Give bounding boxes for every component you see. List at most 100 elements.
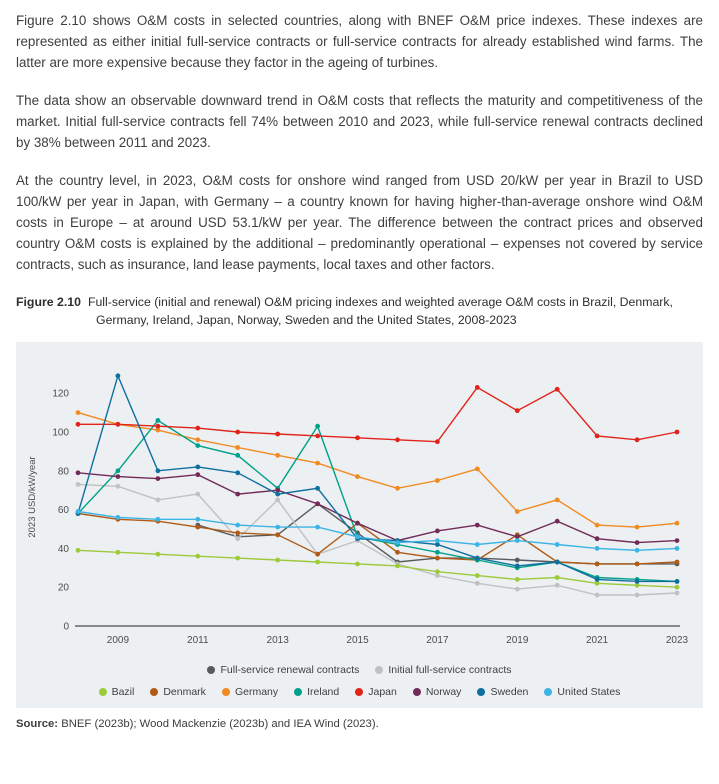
series-marker-brazil bbox=[474, 573, 480, 579]
legend-label: Ireland bbox=[307, 686, 340, 699]
series-marker-japan bbox=[634, 437, 640, 443]
series-marker-denmark bbox=[594, 561, 600, 567]
series-marker-full-service-renewal-contracts bbox=[514, 557, 520, 563]
x-tick-label: 2013 bbox=[267, 635, 290, 646]
series-marker-initial-full-service-contracts bbox=[115, 484, 121, 490]
series-marker-japan bbox=[315, 433, 320, 439]
legend-label: Japan bbox=[368, 686, 397, 699]
source-text: BNEF (2023b); Wood Mackenzie (2023b) and… bbox=[61, 718, 379, 731]
series-marker-initial-full-service-contracts bbox=[195, 492, 201, 497]
series-line-sweden bbox=[77, 374, 677, 583]
series-marker-united-states bbox=[75, 509, 81, 515]
series-marker-ireland bbox=[155, 418, 161, 424]
series-marker-united-states bbox=[674, 546, 680, 552]
series-marker-sweden bbox=[275, 492, 281, 497]
series-marker-united-states bbox=[115, 515, 121, 521]
legend-dot-icon bbox=[150, 688, 159, 697]
x-tick-label: 2009 bbox=[107, 635, 130, 646]
x-tick-label: 2017 bbox=[426, 635, 449, 646]
series-line-ireland bbox=[77, 419, 678, 583]
legend-label: Germany bbox=[234, 686, 279, 699]
series-marker-germany bbox=[474, 466, 480, 472]
series-marker-germany bbox=[155, 428, 161, 433]
chart-panel: 0 20 40 60 80 100 120 2009 2011 2013 2015 2017 2019 2… bbox=[16, 342, 703, 709]
series-marker-ireland bbox=[115, 468, 121, 474]
series-marker-united-states bbox=[554, 542, 560, 548]
series-marker-japan bbox=[275, 431, 281, 437]
body-paragraph-1: Figure 2.10 shows O&M costs in selected … bbox=[16, 13, 703, 71]
series-marker-brazil bbox=[634, 583, 640, 589]
legend-label: United States bbox=[557, 686, 621, 699]
series-marker-initial-full-service-contracts bbox=[235, 536, 241, 542]
series-marker-japan bbox=[674, 429, 680, 435]
series-marker-brazil bbox=[395, 563, 400, 569]
series-marker-japan bbox=[594, 433, 600, 439]
series-line-norway bbox=[77, 472, 678, 544]
om-costs-line-chart: 0 20 40 60 80 100 120 2009 2011 2013 2015 2017 2019 2… bbox=[27, 373, 689, 646]
legend-item-initial-full-service-contracts: Initial full-service contracts bbox=[375, 664, 512, 676]
legend-dot-icon bbox=[375, 666, 384, 675]
source-line: Source: BNEF (2023b); Wood Mackenzie (20… bbox=[16, 718, 703, 730]
series-marker-germany bbox=[594, 523, 600, 528]
series-marker-initial-full-service-contracts bbox=[75, 482, 81, 488]
series-marker-brazil bbox=[674, 585, 680, 590]
legend-item-sweden: Sweden bbox=[477, 686, 528, 698]
series-marker-united-states bbox=[435, 538, 440, 544]
y-tick-label: 80 bbox=[58, 467, 70, 478]
series-marker-brazil bbox=[195, 554, 201, 559]
legend-dot-icon bbox=[221, 688, 230, 697]
series-marker-brazil bbox=[594, 581, 600, 587]
legend-label: Denmark bbox=[163, 686, 206, 699]
series-marker-united-states bbox=[355, 534, 360, 540]
series-marker-denmark bbox=[195, 525, 201, 530]
series-line-brazil bbox=[77, 549, 678, 589]
series-marker-initial-full-service-contracts bbox=[155, 497, 161, 503]
y-tick-label: 20 bbox=[58, 583, 70, 594]
series-marker-norway bbox=[235, 492, 241, 497]
series-marker-japan bbox=[554, 387, 560, 393]
series-marker-japan bbox=[474, 385, 480, 391]
series-marker-sweden bbox=[195, 464, 201, 470]
y-axis-label: 2023 USD/kW/year bbox=[27, 457, 38, 538]
series-marker-norway bbox=[195, 472, 201, 478]
legend-dot-icon bbox=[98, 688, 107, 697]
x-tick-label: 2021 bbox=[586, 635, 609, 646]
series-marker-japan bbox=[115, 422, 121, 428]
series-marker-denmark bbox=[315, 552, 320, 557]
series-marker-united-states bbox=[275, 525, 281, 530]
series-marker-ireland bbox=[195, 443, 201, 449]
source-label: Source: bbox=[16, 718, 59, 731]
y-tick-label: 40 bbox=[58, 544, 70, 555]
legend-contracts: Full-service renewal contracts Initial fu… bbox=[24, 664, 695, 676]
series-marker-japan bbox=[155, 424, 161, 429]
series-marker-initial-full-service-contracts bbox=[594, 592, 600, 598]
series-marker-japan bbox=[235, 429, 241, 435]
series-marker-japan bbox=[75, 422, 81, 428]
legend-item-denmark: Denmark bbox=[150, 686, 206, 698]
legend-item-full-service-renewal-contracts: Full-service renewal contracts bbox=[207, 664, 359, 676]
series-marker-norway bbox=[315, 501, 320, 507]
series-marker-brazil bbox=[235, 556, 241, 561]
y-tick-label: 120 bbox=[52, 389, 69, 400]
series-marker-united-states bbox=[634, 548, 640, 554]
legend-dot-icon bbox=[355, 688, 364, 697]
series-marker-sweden bbox=[594, 577, 600, 583]
series-marker-brazil bbox=[355, 561, 360, 567]
series-marker-germany bbox=[235, 445, 241, 451]
series-marker-japan bbox=[355, 435, 360, 441]
legend-item-germany: Germany bbox=[221, 686, 279, 699]
series-marker-sweden bbox=[315, 486, 320, 492]
series-marker-norway bbox=[275, 488, 281, 493]
figure-caption: Figure 2.10 Full-service (initial and ren… bbox=[16, 293, 703, 330]
series-marker-initial-full-service-contracts bbox=[514, 587, 520, 592]
series-marker-germany bbox=[355, 474, 360, 480]
series-marker-norway bbox=[435, 528, 440, 534]
series-line-japan bbox=[78, 386, 678, 443]
series-marker-germany bbox=[435, 478, 440, 484]
y-tick-label: 60 bbox=[58, 505, 70, 516]
legend-dot-icon bbox=[294, 688, 303, 697]
series-marker-japan bbox=[195, 426, 201, 431]
series-marker-norway bbox=[155, 476, 161, 482]
series-marker-germany bbox=[514, 509, 520, 515]
series-marker-brazil bbox=[435, 569, 440, 575]
